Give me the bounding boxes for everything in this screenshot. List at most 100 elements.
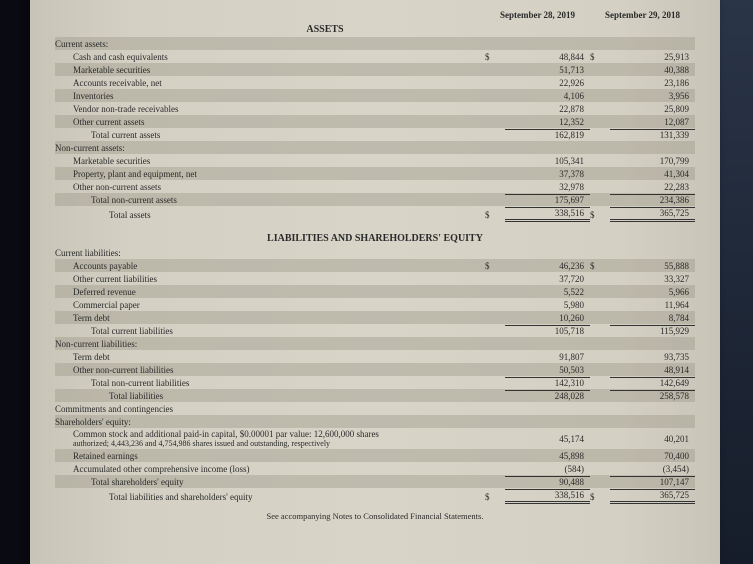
table-row: Commercial paper5,98011,964	[55, 298, 695, 311]
row-label: Other non-current liabilities	[55, 365, 485, 375]
currency-symbol: $	[590, 210, 610, 220]
value-col2: 12,087	[610, 117, 695, 127]
value-col1: 46,236	[505, 261, 590, 271]
row-label: Marketable securities	[55, 156, 485, 166]
row-label: Total current assets	[55, 130, 485, 140]
value-col1: 338,516	[505, 207, 590, 222]
value-col1: 51,713	[505, 65, 590, 75]
value-col2: 131,339	[610, 129, 695, 140]
row-label: Other current assets	[55, 117, 485, 127]
table-row: Other current assets 12,352 12,087	[55, 115, 695, 128]
row-label: Marketable securities	[55, 65, 485, 75]
table-row: Vendor non-trade receivables22,87825,809	[55, 102, 695, 115]
footnote: See accompanying Notes to Consolidated F…	[55, 511, 695, 521]
value-col2: 170,799	[610, 156, 695, 166]
row-label: Accounts receivable, net	[55, 78, 485, 88]
currency-symbol: $	[485, 492, 505, 502]
row-label: Common stock and additional paid-in capi…	[55, 429, 485, 448]
row-label: Total liabilities and shareholders' equi…	[55, 492, 485, 502]
value-col2: 3,956	[610, 91, 695, 101]
table-row: Term debt 10,260 8,784	[55, 311, 695, 324]
row-label: Deferred revenue	[55, 287, 485, 297]
row-label: Total current liabilities	[55, 326, 485, 336]
financial-statement-page: September 28, 2019 September 29, 2018 AS…	[30, 0, 720, 564]
value-col1: 90,488	[505, 476, 590, 487]
currency-symbol: $	[590, 492, 610, 502]
table-row: Total non-current liabilities142,310142,…	[55, 376, 695, 389]
row-label: Retained earnings	[55, 451, 485, 461]
value-col1: 45,174	[505, 434, 590, 444]
commitments-label: Commitments and contingencies	[55, 402, 695, 415]
table-row: Marketable securities 51,713 40,388	[55, 63, 695, 76]
value-col2: 11,964	[610, 300, 695, 310]
row-label: Total non-current assets	[55, 195, 485, 205]
table-row: Total current liabilities 105,718 115,929	[55, 324, 695, 337]
table-row: Other non-current liabilities50,50348,91…	[55, 363, 695, 376]
value-col2: 41,304	[610, 169, 695, 179]
table-row: Accounts receivable, net22,92623,186	[55, 76, 695, 89]
value-col1: 48,844	[505, 52, 590, 62]
row-label: Term debt	[55, 313, 485, 323]
table-row: Other current liabilities37,72033,327	[55, 272, 695, 285]
current-assets-label: Current assets:	[55, 37, 695, 50]
value-col1: 248,028	[505, 390, 590, 401]
table-row: Marketable securities105,341170,799	[55, 154, 695, 167]
value-col1: 37,378	[505, 169, 590, 179]
value-col2: 70,400	[610, 451, 695, 461]
value-col2: 40,388	[610, 65, 695, 75]
table-row: Accumulated other comprehensive income (…	[55, 462, 695, 475]
table-row: Total liabilities and shareholders' equi…	[55, 488, 695, 505]
table-row: Other non-current assets32,97822,283	[55, 180, 695, 193]
assets-header: ASSETS	[0, 22, 695, 37]
value-col2: 8,784	[610, 313, 695, 323]
row-label: Term debt	[55, 352, 485, 362]
value-col2: 365,725	[610, 207, 695, 222]
row-label: Cash and cash equivalents	[55, 52, 485, 62]
value-col1: 10,260	[505, 313, 590, 323]
row-label: Total liabilities	[55, 391, 485, 401]
shareholders-equity-label: Shareholders' equity:	[55, 415, 695, 428]
row-label: Total assets	[55, 210, 485, 220]
noncurrent-assets-label: Non-current assets:	[55, 141, 695, 154]
row-label: Accumulated other comprehensive income (…	[55, 464, 485, 474]
value-col1: 142,310	[505, 377, 590, 388]
value-col2: 234,386	[610, 194, 695, 205]
value-col1: 12,352	[505, 117, 590, 127]
value-col1: 175,697	[505, 194, 590, 205]
value-col2: 25,809	[610, 104, 695, 114]
table-row: Term debt91,80793,735	[55, 350, 695, 363]
table-row: Total current assets 162,819 131,339	[55, 128, 695, 141]
value-col2: 115,929	[610, 325, 695, 336]
value-col1: 32,978	[505, 182, 590, 192]
value-col1: 105,718	[505, 325, 590, 336]
value-col2: 93,735	[610, 352, 695, 362]
value-col2: 33,327	[610, 274, 695, 284]
value-col1: 162,819	[505, 129, 590, 140]
row-label: Total shareholders' equity	[55, 477, 485, 487]
value-col2: 55,888	[610, 261, 695, 271]
table-row: Total shareholders' equity 90,488 107,147	[55, 475, 695, 488]
value-col2: 40,201	[610, 434, 695, 444]
currency-symbol: $	[590, 261, 610, 271]
date-col-2: September 29, 2018	[590, 10, 695, 20]
value-col2: 142,649	[610, 377, 695, 388]
value-col2: 23,186	[610, 78, 695, 88]
value-col2: 22,283	[610, 182, 695, 192]
value-col2: 48,914	[610, 365, 695, 375]
table-row: Common stock and additional paid-in capi…	[55, 428, 695, 449]
currency-symbol: $	[485, 210, 505, 220]
date-col-1: September 28, 2019	[485, 10, 590, 20]
table-row: Retained earnings45,89870,400	[55, 449, 695, 462]
table-row: Cash and cash equivalents$48,844$25,913	[55, 50, 695, 63]
value-col1: 338,516	[505, 489, 590, 504]
row-label: Accounts payable	[55, 261, 485, 271]
table-row: Deferred revenue5,5225,966	[55, 285, 695, 298]
row-label: Inventories	[55, 91, 485, 101]
row-label: Other current liabilities	[55, 274, 485, 284]
table-row: Total non-current assets 175,697 234,386	[55, 193, 695, 206]
value-col1: (584)	[505, 464, 590, 474]
value-col2: 25,913	[610, 52, 695, 62]
liabilities-header: LIABILITIES AND SHAREHOLDERS' EQUITY	[55, 231, 695, 246]
value-col2: 107,147	[610, 476, 695, 487]
table-row: Total liabilities248,028258,578	[55, 389, 695, 402]
